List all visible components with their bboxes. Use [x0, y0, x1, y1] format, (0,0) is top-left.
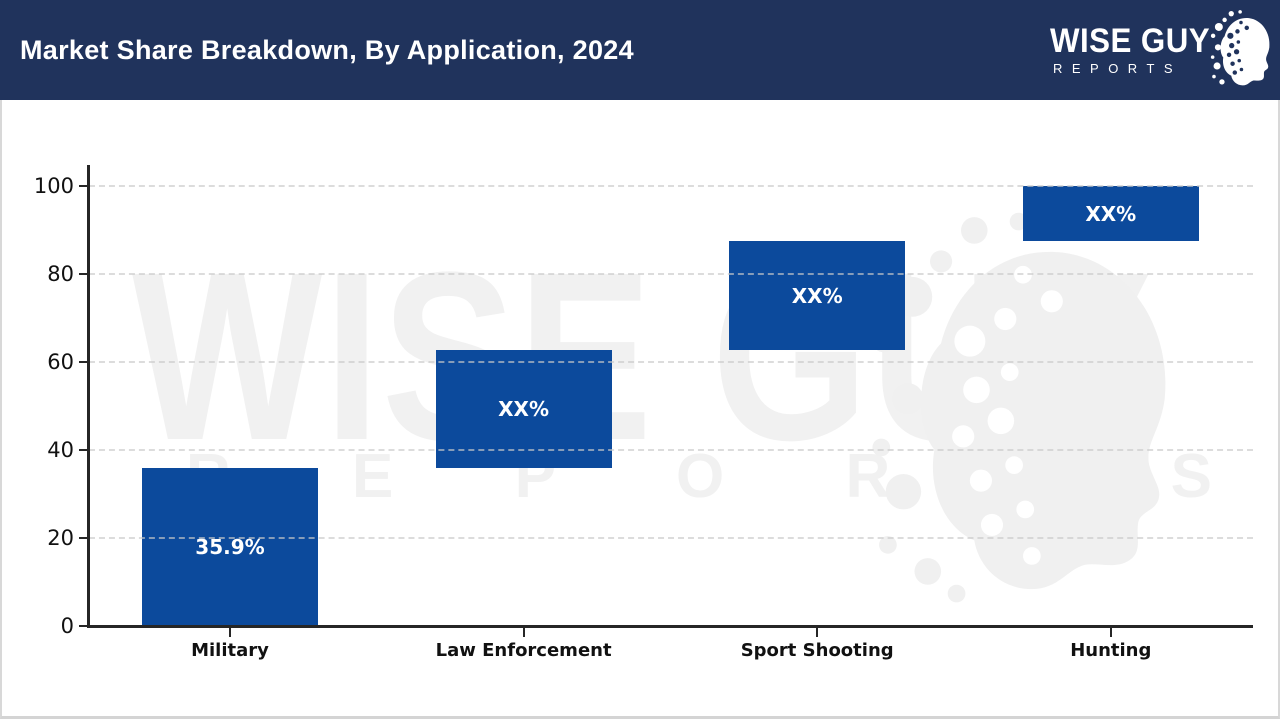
x-axis-line	[87, 624, 1253, 628]
page-title: Market Share Breakdown, By Application, …	[20, 34, 634, 65]
x-axis-label: Sport Shooting	[740, 640, 894, 661]
gridline	[89, 273, 1253, 275]
page-header: Market Share Breakdown, By Application, …	[0, 0, 1280, 100]
bar-segment	[435, 350, 612, 469]
gridline	[89, 449, 1253, 451]
logo-text: WISE GUY REPORTS	[1050, 24, 1224, 76]
bar-segment	[142, 468, 318, 626]
y-axis-tick-label: 80	[47, 262, 74, 286]
y-axis-tick-label: 60	[47, 350, 74, 374]
bar-segment	[729, 241, 906, 351]
y-tick-mark	[79, 273, 89, 275]
x-tick-mark	[816, 627, 819, 637]
y-tick-mark	[79, 537, 89, 539]
y-axis-tick-label: 100	[33, 174, 74, 198]
y-tick-mark	[79, 625, 89, 627]
y-tick-mark	[79, 449, 89, 451]
y-axis-tick-label: 20	[47, 526, 74, 550]
gridline	[89, 537, 1253, 539]
y-tick-mark	[79, 361, 89, 363]
x-axis-label: Military	[191, 640, 269, 661]
bar-value-label: XX%	[791, 283, 843, 308]
gridline	[89, 185, 1253, 187]
logo-wordmark: WISE GUY	[1049, 22, 1211, 60]
wise-guy-reports-logo: WISE GUY REPORTS	[1050, 10, 1280, 90]
x-tick-mark	[1109, 627, 1112, 637]
y-axis-line	[87, 165, 90, 626]
y-axis-tick-label: 0	[60, 614, 74, 638]
x-tick-mark	[229, 627, 231, 637]
x-axis-label: Hunting	[1070, 640, 1152, 661]
bar-value-label: XX%	[1085, 201, 1137, 226]
bar-value-label: XX%	[498, 397, 550, 422]
x-axis-label: Law Enforcement	[435, 640, 612, 661]
bar-segment	[1022, 186, 1199, 241]
gridline	[89, 361, 1253, 363]
logo-head-icon	[1210, 10, 1270, 86]
logo-subtitle: REPORTS	[1052, 61, 1183, 76]
x-tick-mark	[522, 627, 525, 637]
y-tick-mark	[79, 185, 89, 187]
bar-value-label: 35.9%	[195, 535, 265, 559]
y-axis-tick-label: 40	[47, 438, 74, 462]
